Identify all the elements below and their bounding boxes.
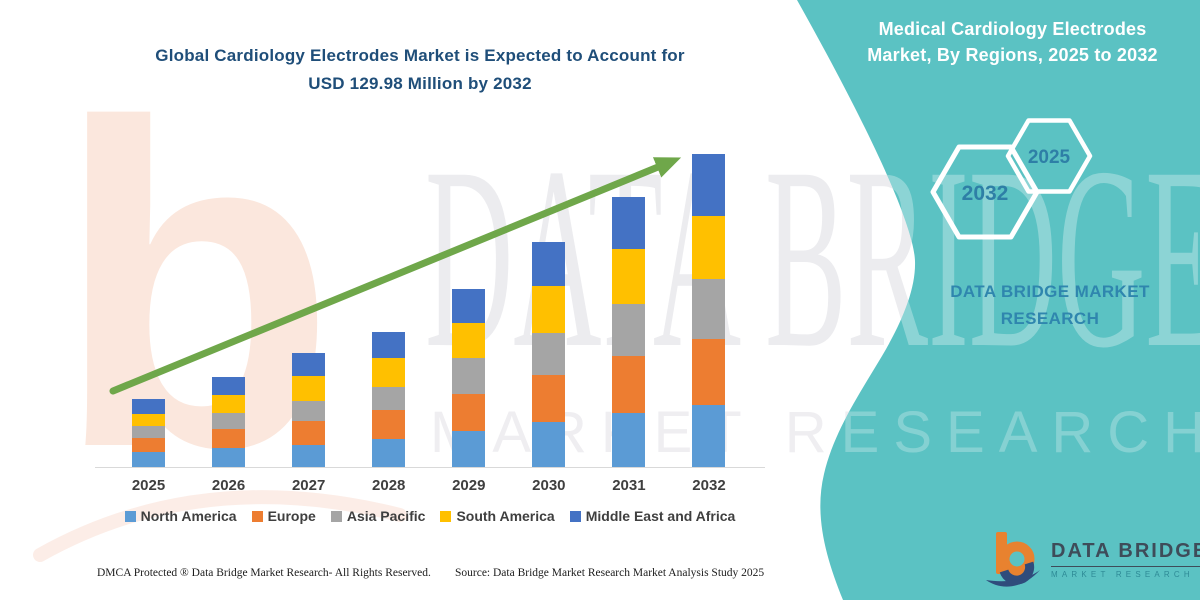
legend-label: Europe bbox=[267, 508, 316, 524]
legend-label: North America bbox=[140, 508, 237, 524]
legend-item-europe: Europe bbox=[251, 508, 316, 524]
logo-b-icon bbox=[986, 532, 1040, 587]
company-logo: DATA BRIDGE MARKET RESEARCH bbox=[986, 530, 1200, 588]
bar-segment-europe bbox=[692, 339, 726, 405]
bar-column-2029 bbox=[452, 288, 486, 467]
bar-segment-asia-pacific bbox=[292, 400, 326, 421]
bar-segment-south-america bbox=[612, 249, 646, 305]
bar-segment-north-america bbox=[132, 452, 165, 467]
bar-segment-europe bbox=[372, 410, 406, 439]
x-axis-label-2026: 2026 bbox=[211, 477, 246, 494]
source-note: Source: Data Bridge Market Research Mark… bbox=[455, 567, 765, 579]
bar-segment-asia-pacific bbox=[692, 278, 726, 340]
chart-title-line1: Global Cardiology Electrodes Market is E… bbox=[155, 46, 685, 65]
bar-segment-north-america bbox=[612, 412, 646, 467]
bar-segment-south-america bbox=[532, 286, 566, 334]
legend-label: Middle East and Africa bbox=[585, 508, 736, 524]
brand-text: DATA BRIDGE MARKET RESEARCH bbox=[900, 278, 1200, 332]
bar-column-2030 bbox=[532, 242, 566, 467]
chart-title: Global Cardiology Electrodes Market is E… bbox=[95, 42, 745, 98]
x-axis-label-2025: 2025 bbox=[131, 477, 166, 494]
bar-segment-asia-pacific bbox=[372, 386, 406, 411]
bar-segment-europe bbox=[292, 420, 326, 445]
bar-segment-south-america bbox=[452, 322, 486, 358]
bar-column-2026 bbox=[212, 376, 246, 467]
legend-item-south-america: South America bbox=[440, 508, 555, 524]
bar-segment-europe bbox=[452, 393, 486, 431]
brand-text-line1: DATA BRIDGE MARKET bbox=[950, 282, 1150, 301]
legend-label: South America bbox=[456, 508, 555, 524]
bar-segment-south-america bbox=[692, 215, 726, 279]
bar-segment-south-america bbox=[372, 358, 406, 387]
x-axis-line bbox=[95, 467, 765, 468]
x-axis-label-2031: 2031 bbox=[612, 477, 646, 494]
x-axis-label-2027: 2027 bbox=[291, 477, 326, 494]
bar-column-2031 bbox=[612, 197, 646, 467]
brand-text-line2: RESEARCH bbox=[1000, 309, 1100, 328]
bar-segment-europe bbox=[212, 429, 246, 449]
panel-header-line2: Market, By Regions, 2025 to 2032 bbox=[867, 45, 1158, 65]
bar-segment-middle-east-and-africa bbox=[692, 154, 726, 216]
bar-column-2025 bbox=[132, 398, 165, 467]
bar-segment-asia-pacific bbox=[532, 333, 566, 376]
x-axis-label-2032: 2032 bbox=[692, 477, 726, 494]
legend-item-middle-east-and-africa: Middle East and Africa bbox=[569, 508, 736, 524]
bar-segment-asia-pacific bbox=[612, 304, 646, 357]
bar-segment-middle-east-and-africa bbox=[532, 242, 566, 287]
legend-swatch bbox=[124, 510, 136, 522]
x-axis-label-2030: 2030 bbox=[532, 477, 566, 494]
bar-segment-south-america bbox=[212, 395, 246, 414]
hexagon-front-year: 2025 bbox=[1028, 147, 1071, 168]
bar-segment-middle-east-and-africa bbox=[372, 331, 406, 359]
bar-segment-north-america bbox=[212, 448, 246, 467]
bar-segment-europe bbox=[132, 437, 165, 453]
bar-segment-middle-east-and-africa bbox=[292, 353, 326, 377]
bar-segment-north-america bbox=[292, 444, 326, 467]
dmca-notice: DMCA Protected ® Data Bridge Market Rese… bbox=[97, 567, 431, 579]
logo-tagline: MARKET RESEARCH bbox=[1051, 569, 1194, 579]
bar-segment-asia-pacific bbox=[212, 413, 246, 430]
hexagon-2025 bbox=[1005, 118, 1093, 194]
logo-text: DATA BRIDGE MARKET RESEARCH bbox=[1051, 540, 1200, 579]
bar-segment-europe bbox=[532, 375, 566, 423]
panel-header-line1: Medical Cardiology Electrodes bbox=[878, 19, 1147, 39]
legend-label: Asia Pacific bbox=[346, 508, 426, 524]
bar-column-2032 bbox=[692, 154, 726, 467]
bar-segment-middle-east-and-africa bbox=[212, 376, 246, 396]
bar-column-2028 bbox=[372, 331, 406, 467]
legend-swatch bbox=[440, 510, 452, 522]
legend-swatch bbox=[251, 510, 263, 522]
x-axis-label-2028: 2028 bbox=[372, 477, 406, 494]
bar-segment-north-america bbox=[452, 430, 486, 467]
logo-name: DATA BRIDGE bbox=[1051, 540, 1200, 567]
legend-swatch bbox=[330, 510, 342, 522]
year-hexagons: 2032 2025 bbox=[930, 118, 1093, 240]
legend-swatch bbox=[569, 510, 581, 522]
legend-item-north-america: North America bbox=[124, 508, 237, 524]
chart-legend: North America Europe Asia Pacific South Ame… bbox=[95, 508, 765, 524]
bar-segment-middle-east-and-africa bbox=[612, 197, 646, 250]
x-axis-label-2029: 2029 bbox=[452, 477, 486, 494]
bar-segment-europe bbox=[612, 356, 646, 413]
bar-chart: 2025 2026 2027 2028 2029 2030 2031 2032 bbox=[95, 140, 765, 494]
bar-segment-north-america bbox=[692, 404, 726, 467]
bar-column-2027 bbox=[292, 353, 326, 467]
watermark-swoosh bbox=[33, 490, 407, 562]
hexagon-back-year: 2032 bbox=[962, 182, 1009, 205]
panel-header: Medical Cardiology Electrodes Market, By… bbox=[835, 16, 1190, 68]
bar-segment-asia-pacific bbox=[132, 425, 165, 438]
bar-segment-asia-pacific bbox=[452, 357, 486, 394]
chart-title-line2: USD 129.98 Million by 2032 bbox=[308, 74, 532, 93]
bar-segment-middle-east-and-africa bbox=[452, 288, 486, 323]
legend-item-asia-pacific: Asia Pacific bbox=[330, 508, 426, 524]
bar-segment-south-america bbox=[132, 414, 165, 426]
bar-segment-north-america bbox=[372, 438, 406, 467]
bar-segment-north-america bbox=[532, 422, 566, 467]
bar-segment-middle-east-and-africa bbox=[132, 398, 165, 415]
bar-segment-south-america bbox=[292, 376, 326, 401]
